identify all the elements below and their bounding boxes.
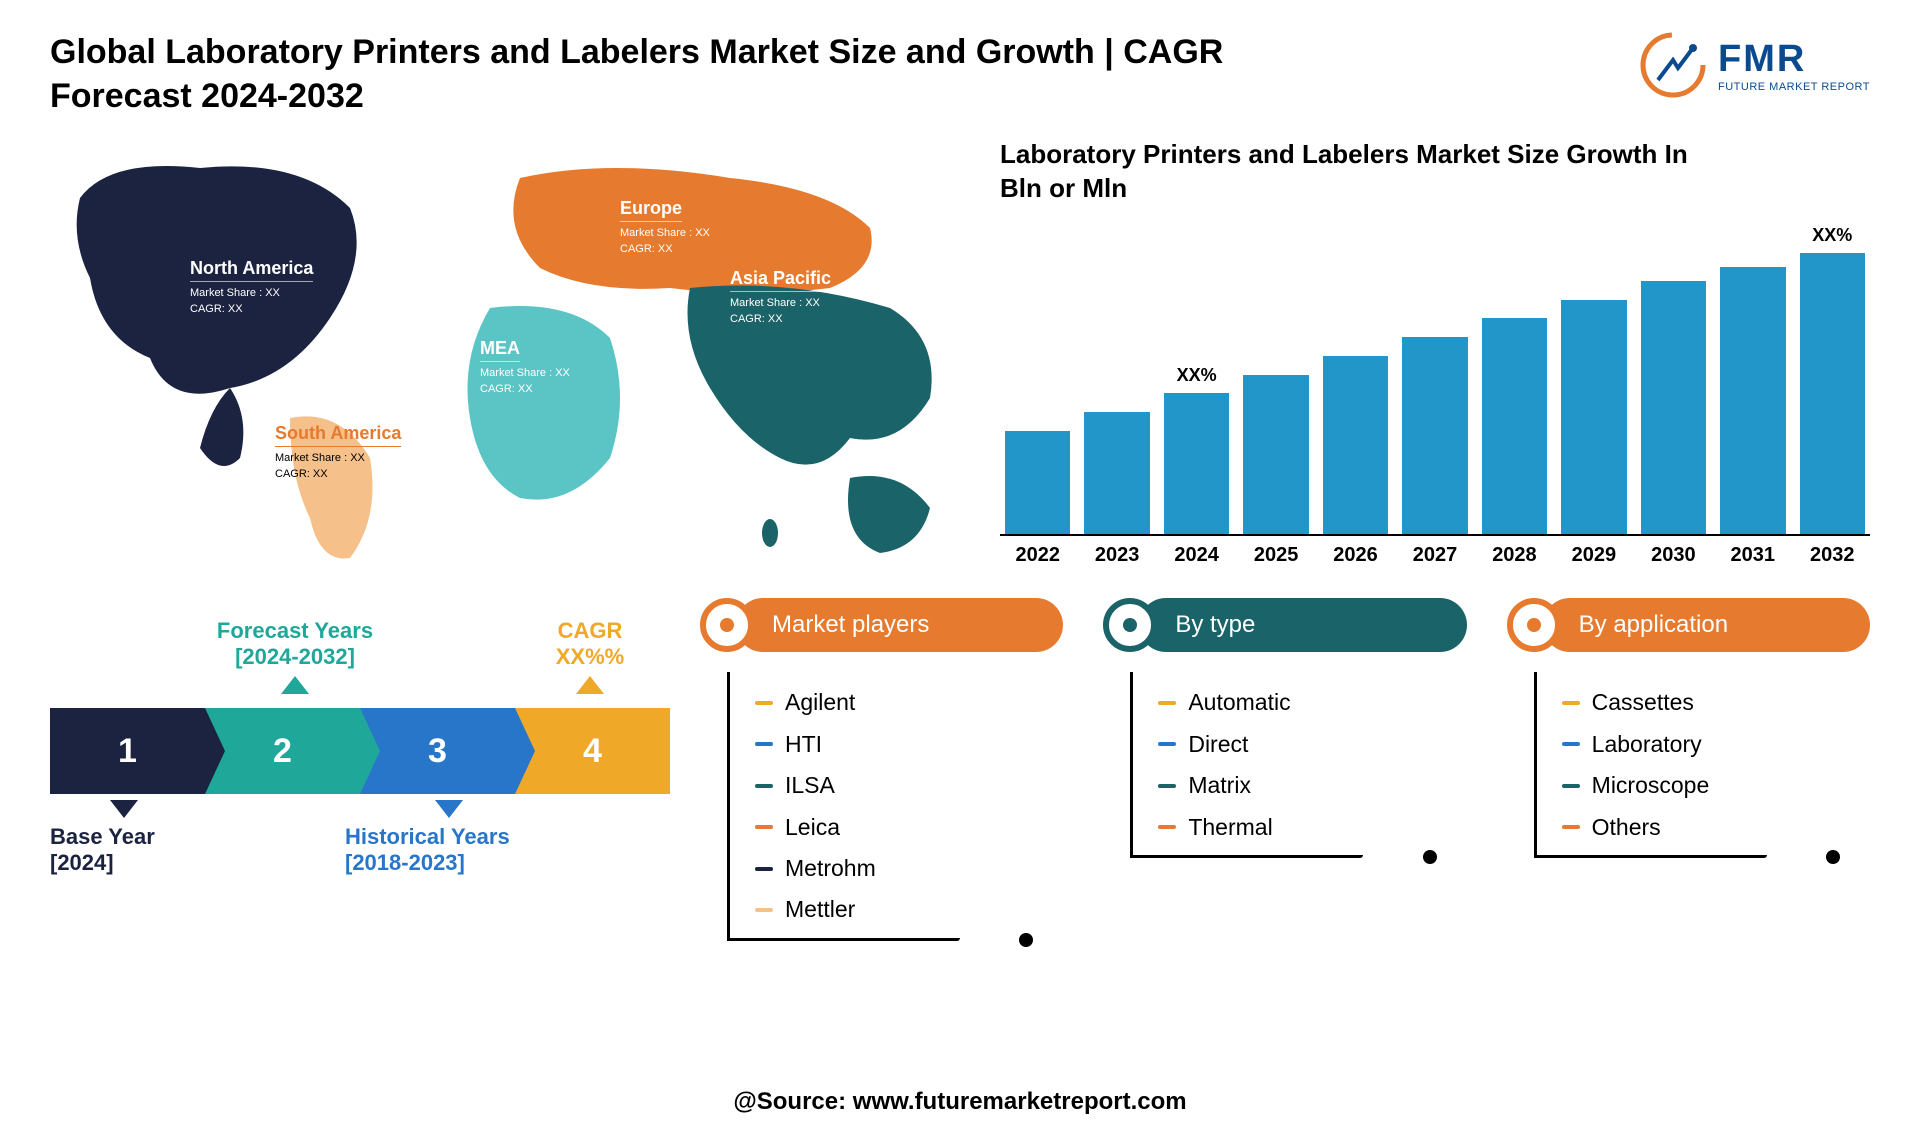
chevron-steps: 1234 <box>50 708 670 794</box>
chevron-step-3: 3 <box>360 708 515 794</box>
segment-header: By application <box>1507 598 1870 652</box>
segment-item: ILSA <box>755 765 1063 806</box>
segment-item: Matrix <box>1158 765 1466 806</box>
historical-label: Historical Years [2018-2023] <box>345 800 575 876</box>
segment-item: Cassettes <box>1562 682 1870 723</box>
bar-2024: XX% <box>1164 393 1229 534</box>
forecast-label: Forecast Years [2024-2032] <box>195 618 395 694</box>
region-label-eu: EuropeMarket Share : XXCAGR: XX <box>620 198 710 257</box>
segments: Market players AgilentHTIILSALeicaMetroh… <box>700 598 1870 940</box>
year-label: 2031 <box>1720 544 1785 567</box>
source-attribution: @Source: www.futuremarketreport.com <box>733 1088 1186 1116</box>
segment-item: Mettler <box>755 889 1063 930</box>
segment-item: Direct <box>1158 724 1466 765</box>
chart-title: Laboratory Printers and Labelers Market … <box>1000 138 1870 206</box>
segment-item: Laboratory <box>1562 724 1870 765</box>
bar-2026 <box>1323 356 1388 534</box>
segment-1: By type AutomaticDirectMatrixThermal <box>1103 598 1466 940</box>
year-label: 2024 <box>1164 544 1229 567</box>
region-label-ap: Asia PacificMarket Share : XXCAGR: XX <box>730 268 831 327</box>
bar-2031 <box>1720 267 1785 534</box>
year-label: 2023 <box>1084 544 1149 567</box>
segment-item: Leica <box>755 807 1063 848</box>
bar-2025 <box>1243 375 1308 534</box>
bar-2027 <box>1402 337 1467 534</box>
world-map: North AmericaMarket Share : XXCAGR: XX So… <box>50 138 970 568</box>
chevron-step-4: 4 <box>515 708 670 794</box>
region-label-mea: MEAMarket Share : XXCAGR: XX <box>480 338 570 397</box>
chevron-step-2: 2 <box>205 708 360 794</box>
segment-2: By application CassettesLaboratoryMicros… <box>1507 598 1870 940</box>
segment-item: Microscope <box>1562 765 1870 806</box>
segment-list: CassettesLaboratoryMicroscopeOthers <box>1534 672 1870 858</box>
segment-item: Thermal <box>1158 807 1466 848</box>
segment-item: HTI <box>755 724 1063 765</box>
bar-2030 <box>1641 281 1706 534</box>
logo-sub: FUTURE MARKET REPORT <box>1718 81 1870 93</box>
bar-2023 <box>1084 412 1149 534</box>
segment-item: Others <box>1562 807 1870 848</box>
timeline: Forecast Years [2024-2032] CAGR XX%% 123… <box>50 598 670 920</box>
bar-2029 <box>1561 300 1626 534</box>
region-label-na: North AmericaMarket Share : XXCAGR: XX <box>190 258 313 317</box>
year-label: 2026 <box>1323 544 1388 567</box>
segment-item: Agilent <box>755 682 1063 723</box>
year-label: 2025 <box>1243 544 1308 567</box>
segment-item: Automatic <box>1158 682 1466 723</box>
bottom-section: Forecast Years [2024-2032] CAGR XX%% 123… <box>50 598 1870 940</box>
segment-header: By type <box>1103 598 1466 652</box>
bars-container: XX% XX% <box>1000 216 1870 536</box>
year-label: 2027 <box>1402 544 1467 567</box>
bar-2032: XX% <box>1800 253 1865 534</box>
x-axis-years: 2022 2023 2024 2025 2026 2027 2028 2029 2030 2031… <box>1000 536 1870 567</box>
chevron-step-1: 1 <box>50 708 205 794</box>
segment-0: Market players AgilentHTIILSALeicaMetroh… <box>700 598 1063 940</box>
logo-main: FMR <box>1718 38 1870 81</box>
segment-list: AutomaticDirectMatrixThermal <box>1130 672 1466 858</box>
region-label-sa: South AmericaMarket Share : XXCAGR: XX <box>275 423 401 482</box>
segment-list: AgilentHTIILSALeicaMetrohmMettler <box>727 672 1063 940</box>
bar-2022 <box>1005 431 1070 534</box>
segment-item: Metrohm <box>755 848 1063 889</box>
year-label: 2032 <box>1800 544 1865 567</box>
logo: FMR FUTURE MARKET REPORT <box>1638 30 1870 100</box>
cagr-label: CAGR XX%% <box>525 618 655 694</box>
year-label: 2022 <box>1005 544 1070 567</box>
header: Global Laboratory Printers and Labelers … <box>50 30 1870 118</box>
page-title: Global Laboratory Printers and Labelers … <box>50 30 1250 118</box>
base-year-label: Base Year [2024] <box>50 800 220 876</box>
bar-2028 <box>1482 318 1547 534</box>
year-label: 2029 <box>1561 544 1626 567</box>
segment-header: Market players <box>700 598 1063 652</box>
year-label: 2028 <box>1482 544 1547 567</box>
logo-icon <box>1638 30 1708 100</box>
bar-chart: Laboratory Printers and Labelers Market … <box>1000 138 1870 568</box>
year-label: 2030 <box>1641 544 1706 567</box>
top-section: North AmericaMarket Share : XXCAGR: XX So… <box>50 138 1870 568</box>
